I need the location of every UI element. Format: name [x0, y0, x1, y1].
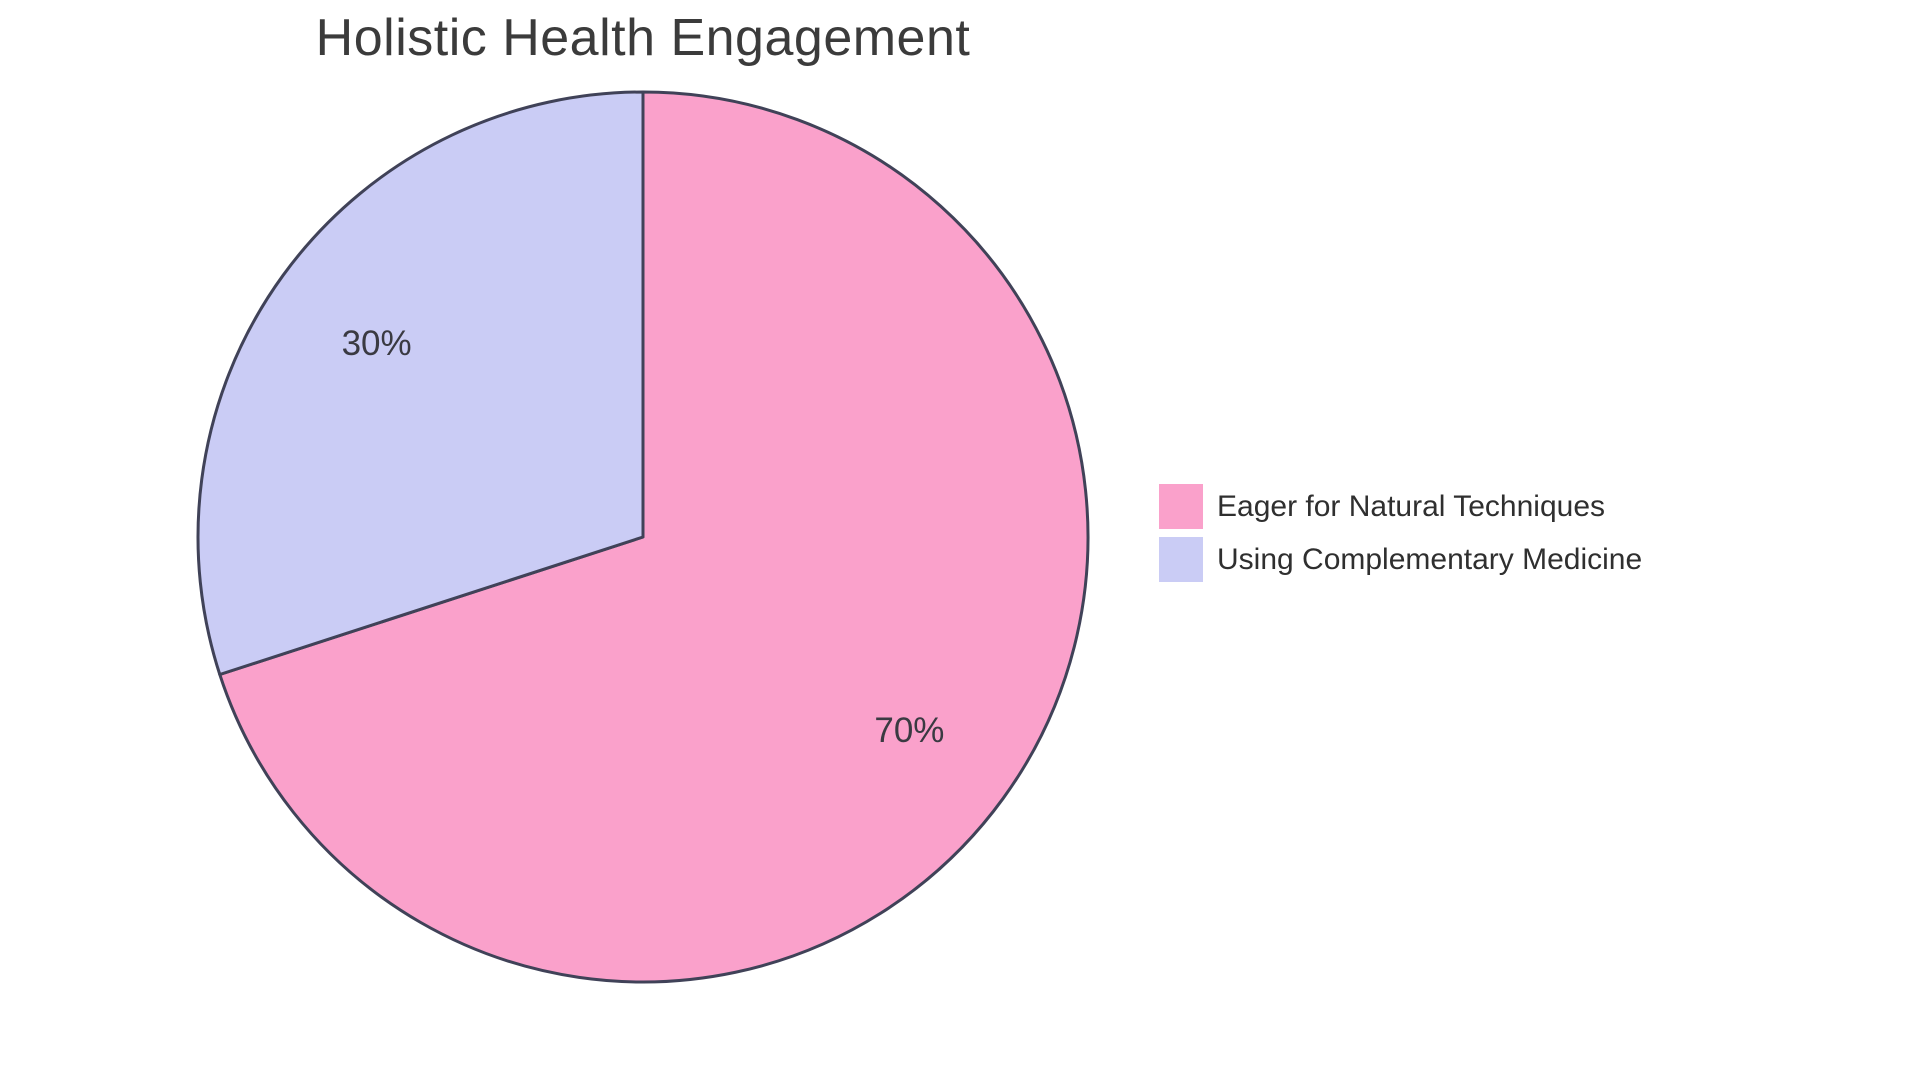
legend-swatch: [1159, 484, 1203, 529]
pie-slice[interactable]: [196, 90, 645, 677]
legend: Eager for Natural Techniques Using Compl…: [1159, 484, 1642, 582]
legend-label: Using Complementary Medicine: [1217, 542, 1643, 576]
pie-slice[interactable]: [218, 90, 1090, 984]
legend-swatch: [1159, 537, 1203, 582]
chart-title: Holistic Health Engagement: [315, 9, 971, 67]
legend-label: Eager for Natural Techniques: [1217, 489, 1606, 523]
slice-label: 70%: [874, 711, 944, 750]
legend-item[interactable]: Using Complementary Medicine: [1159, 537, 1642, 582]
slice-label: 30%: [342, 324, 412, 363]
legend-item[interactable]: Eager for Natural Techniques: [1159, 484, 1642, 529]
